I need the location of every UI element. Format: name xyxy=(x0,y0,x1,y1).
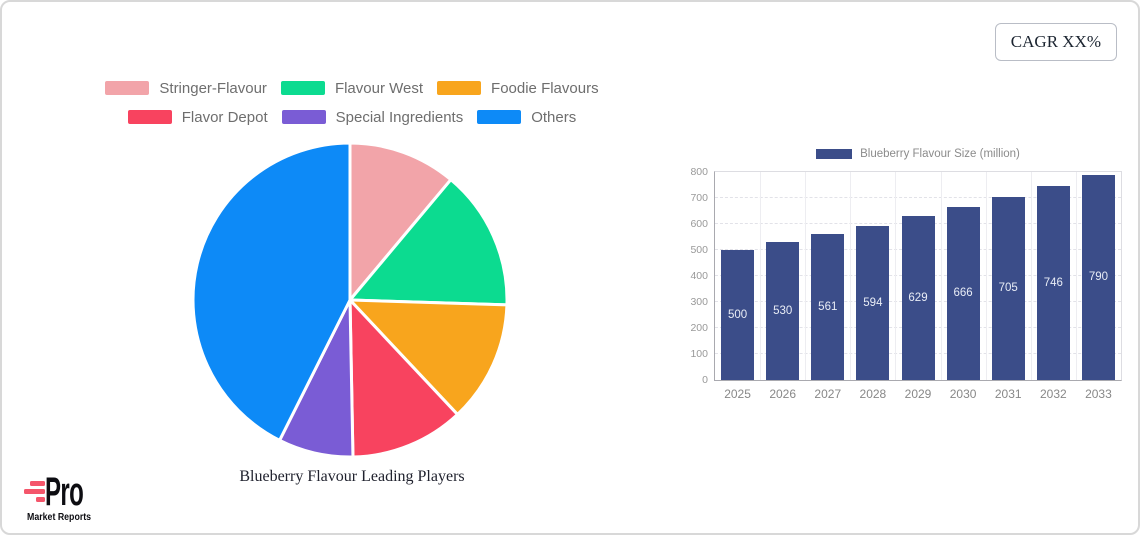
y-axis-tick: 700 xyxy=(690,192,708,204)
legend-swatch xyxy=(281,110,326,124)
pie-slice-others xyxy=(191,141,352,442)
legend-item-flavour-west: Flavour West xyxy=(280,79,424,97)
legend-swatch xyxy=(280,81,325,95)
bar-2030: 666 xyxy=(946,206,980,380)
legend-item-stringer-flavour: Stringer-Flavour xyxy=(105,80,267,97)
legend-swatch xyxy=(105,81,150,95)
x-axis-tick: 2033 xyxy=(1085,387,1112,401)
x-axis-tick: 2025 xyxy=(724,387,751,401)
y-axis-tick: 500 xyxy=(690,244,708,256)
bar-2033: 790 xyxy=(1081,174,1115,380)
bar-2031: 705 xyxy=(991,196,1025,380)
bar-value-label: 790 xyxy=(1088,271,1109,284)
legend-row: Flavor Depot Special Ingredients Others xyxy=(127,107,576,127)
pie-chart xyxy=(191,141,509,459)
cagr-badge: CAGR XX% xyxy=(994,23,1117,61)
x-axis-tick: 2031 xyxy=(994,387,1022,401)
y-axis-tick: 200 xyxy=(690,322,708,334)
bar-2025: 500 xyxy=(721,250,755,380)
x-axis-tick: 2026 xyxy=(769,387,797,401)
logo-top: Pro xyxy=(24,469,109,514)
pie-slice-flavour-west xyxy=(348,178,509,307)
bar-legend: Blueberry Flavour Size (million) xyxy=(714,148,1122,160)
pie-chart-title: Blueberry Flavour Leading Players xyxy=(239,468,465,485)
bar-2027: 561 xyxy=(811,234,845,380)
x-axis-tick: 2027 xyxy=(814,387,842,401)
legend-label: Foodie Flavours xyxy=(491,79,599,97)
y-axis-tick: 600 xyxy=(690,218,708,230)
bar-chart-panel: Blueberry Flavour Size (million) 0 100 200… xyxy=(690,144,1138,424)
x-axis-tick: 2029 xyxy=(904,387,932,401)
pie-slice-stringer-flavour xyxy=(348,141,453,302)
legend-item-others: Others xyxy=(477,109,576,126)
pie-slice-foodie-flavours xyxy=(348,298,509,416)
bar-value-label: 530 xyxy=(773,305,793,318)
bar-legend-swatch xyxy=(816,149,853,159)
y-axis-tick: 800 xyxy=(690,166,708,178)
legend-label: Others xyxy=(531,108,577,126)
x-axis-tick: 2030 xyxy=(949,387,977,401)
legend-swatch xyxy=(477,110,522,124)
logo-bars-icon xyxy=(24,480,45,502)
legend-item-foodie-flavours: Foodie Flavours xyxy=(437,80,599,97)
legend-label: Special Ingredients xyxy=(335,108,464,126)
y-axis-tick: 300 xyxy=(690,296,708,308)
legend-item-special-ingredients: Special Ingredients xyxy=(281,108,464,126)
bar-2029: 629 xyxy=(901,216,935,380)
pie-chart-panel: Stringer-Flavour Flavour West Foodie Flavo… xyxy=(2,2,702,533)
bar-2032: 746 xyxy=(1036,186,1070,380)
y-axis-tick: 0 xyxy=(702,374,708,386)
bar-legend-label: Blueberry Flavour Size (million) xyxy=(860,148,1020,160)
bar-plot-area: 0 100 200 300 400 500 600 700 800 500 2025 530 2026 5… xyxy=(690,166,1122,401)
bar-value-label: 705 xyxy=(998,282,1018,295)
pie-slice-flavor-depot xyxy=(348,298,459,459)
bar-value-label: 629 xyxy=(908,292,928,305)
legend-label: Flavor Depot xyxy=(181,108,268,126)
bar-2026: 530 xyxy=(766,242,800,380)
bar-value-label: 666 xyxy=(953,287,973,300)
logo-subtitle: Market Reports xyxy=(27,512,92,523)
y-axis-tick: 100 xyxy=(690,348,708,360)
bar-value-label: 746 xyxy=(1043,277,1063,290)
logo-title: Pro xyxy=(45,469,84,514)
legend-label: Flavour West xyxy=(334,79,424,97)
x-axis-tick: 2032 xyxy=(1039,387,1067,401)
x-axis-tick: 2028 xyxy=(859,387,887,401)
y-axis-tick: 400 xyxy=(690,270,708,282)
pro-market-reports-logo: Pro Market Reports xyxy=(24,469,109,523)
legend-swatch xyxy=(127,110,172,124)
bar-2028: 594 xyxy=(856,225,890,380)
legend-item-flavor-depot: Flavor Depot xyxy=(127,108,268,126)
bar-value-label: 594 xyxy=(863,296,883,309)
legend-row: Stringer-Flavour Flavour West Foodie Flavo… xyxy=(105,78,599,98)
legend-swatch xyxy=(437,81,482,95)
bar-value-label: 500 xyxy=(727,309,748,321)
bar-value-label: 561 xyxy=(818,301,838,314)
pie-legend: Stringer-Flavour Flavour West Foodie Flavo… xyxy=(2,78,702,127)
legend-label: Stringer-Flavour xyxy=(159,79,267,97)
